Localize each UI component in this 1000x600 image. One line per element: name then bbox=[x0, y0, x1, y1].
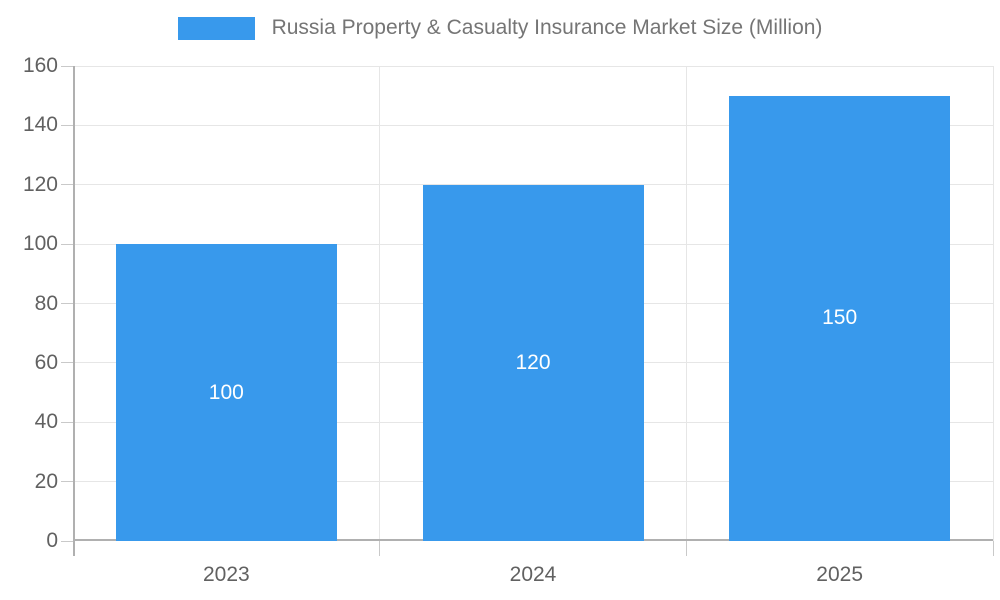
ytick-0 bbox=[61, 540, 73, 542]
legend-swatch[interactable] bbox=[177, 16, 255, 40]
legend: Russia Property & Casualty Insurance Mar… bbox=[0, 16, 1000, 40]
gridline-y-140 bbox=[73, 124, 993, 126]
ytick-label-160: 160 bbox=[22, 54, 58, 77]
ytick-label-80: 80 bbox=[34, 291, 58, 315]
ytick-label-140: 140 bbox=[22, 113, 58, 137]
bar-2023[interactable]: 100 bbox=[115, 244, 337, 541]
ytick-40 bbox=[61, 421, 73, 423]
ytick-160 bbox=[61, 65, 73, 67]
ytick-80 bbox=[61, 303, 73, 304]
bar-value-label-2024: 120 bbox=[515, 350, 551, 374]
xtick-label-2025: 2025 bbox=[816, 563, 864, 586]
xtick-3 bbox=[992, 541, 994, 556]
xtick-label-2024: 2024 bbox=[509, 563, 557, 586]
ytick-label-100: 100 bbox=[22, 232, 58, 256]
bar-value-label-2025: 150 bbox=[822, 306, 858, 330]
gridline-y-160 bbox=[73, 65, 993, 67]
y-axis-line bbox=[73, 66, 75, 556]
bar-2025[interactable]: 150 bbox=[729, 95, 951, 541]
plot-area: 0 20 40 60 80 100 120 140 160 100 2023 120 2024 150 20… bbox=[23, 54, 994, 586]
bar-2024[interactable]: 120 bbox=[422, 184, 644, 541]
ytick-label-120: 120 bbox=[22, 172, 58, 196]
ytick-label-40: 40 bbox=[34, 410, 58, 434]
ytick-20 bbox=[61, 481, 73, 483]
ytick-140 bbox=[61, 124, 73, 126]
ytick-120 bbox=[61, 184, 73, 186]
xtick-1 bbox=[379, 541, 381, 556]
ytick-label-60: 60 bbox=[34, 350, 58, 374]
xtick-2 bbox=[685, 541, 687, 556]
ytick-60 bbox=[61, 362, 73, 364]
gridline-x-3 bbox=[992, 66, 994, 541]
gridline-x-1 bbox=[379, 66, 381, 541]
gridline-x-2 bbox=[685, 66, 687, 541]
legend-label[interactable]: Russia Property & Casualty Insurance Mar… bbox=[271, 16, 823, 39]
bar-value-label-2023: 100 bbox=[208, 380, 244, 404]
ytick-label-0: 0 bbox=[46, 529, 58, 552]
ytick-100 bbox=[61, 243, 73, 245]
xtick-label-2023: 2023 bbox=[202, 563, 250, 586]
ytick-label-20: 20 bbox=[34, 469, 58, 493]
